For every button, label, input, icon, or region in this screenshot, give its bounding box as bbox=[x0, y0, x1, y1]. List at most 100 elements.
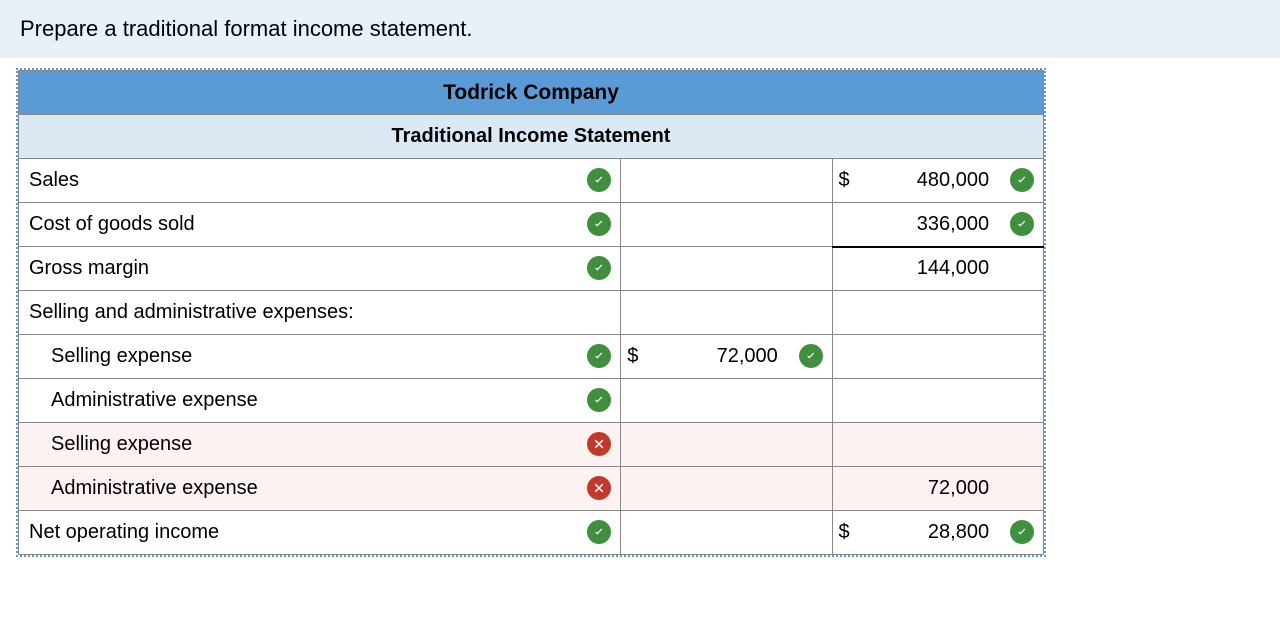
col2-dollar bbox=[832, 467, 864, 511]
row-label-status bbox=[579, 247, 621, 291]
col2-dollar bbox=[832, 379, 864, 423]
check-icon bbox=[587, 212, 611, 236]
col1-dollar bbox=[621, 203, 653, 247]
col2-dollar bbox=[832, 247, 864, 291]
row-label[interactable]: Selling expense bbox=[19, 423, 579, 467]
col1-status bbox=[790, 467, 832, 511]
table-row: Selling and administrative expenses: bbox=[19, 291, 1044, 335]
col2-value[interactable] bbox=[864, 379, 1001, 423]
col1-dollar bbox=[621, 467, 653, 511]
table-body: Sales$480,000Cost of goods sold336,000Gr… bbox=[19, 159, 1044, 555]
income-statement-table: Todrick Company Traditional Income State… bbox=[18, 70, 1044, 555]
check-icon bbox=[1010, 520, 1034, 544]
row-label-status bbox=[579, 379, 621, 423]
check-icon bbox=[587, 388, 611, 412]
col1-status bbox=[790, 335, 832, 379]
col2-value[interactable] bbox=[864, 335, 1001, 379]
col2-value[interactable] bbox=[864, 291, 1001, 335]
check-icon bbox=[587, 520, 611, 544]
row-label-status bbox=[579, 467, 621, 511]
col1-value[interactable] bbox=[652, 467, 789, 511]
row-label-status bbox=[579, 335, 621, 379]
row-label-status bbox=[579, 423, 621, 467]
instruction-banner: Prepare a traditional format income stat… bbox=[0, 0, 1280, 58]
row-label[interactable]: Gross margin bbox=[19, 247, 579, 291]
col2-status bbox=[1001, 291, 1043, 335]
row-label[interactable]: Selling and administrative expenses: bbox=[19, 291, 579, 335]
check-icon bbox=[1010, 212, 1034, 236]
col2-status bbox=[1001, 423, 1043, 467]
col1-dollar bbox=[621, 159, 653, 203]
col1-status bbox=[790, 511, 832, 555]
x-icon bbox=[587, 476, 611, 500]
col2-dollar bbox=[832, 335, 864, 379]
col1-status bbox=[790, 203, 832, 247]
col2-dollar bbox=[832, 423, 864, 467]
col1-value[interactable]: 72,000 bbox=[652, 335, 789, 379]
table-row: Administrative expense bbox=[19, 379, 1044, 423]
col1-status bbox=[790, 423, 832, 467]
table-row: Administrative expense 72,000 bbox=[19, 467, 1044, 511]
col1-dollar bbox=[621, 423, 653, 467]
col2-value[interactable]: 480,000 bbox=[864, 159, 1001, 203]
row-label-status bbox=[579, 203, 621, 247]
check-icon bbox=[587, 344, 611, 368]
col1-dollar bbox=[621, 291, 653, 335]
col2-dollar bbox=[832, 203, 864, 247]
row-label[interactable]: Sales bbox=[19, 159, 579, 203]
col2-value[interactable]: 72,000 bbox=[864, 467, 1001, 511]
col2-status bbox=[1001, 247, 1043, 291]
col1-status bbox=[790, 247, 832, 291]
col2-value[interactable]: 144,000 bbox=[864, 247, 1001, 291]
row-label[interactable]: Administrative expense bbox=[19, 379, 579, 423]
instruction-text: Prepare a traditional format income stat… bbox=[20, 16, 472, 41]
table-row: Sales $480,000 bbox=[19, 159, 1044, 203]
col2-value[interactable] bbox=[864, 423, 1001, 467]
row-label[interactable]: Net operating income bbox=[19, 511, 579, 555]
col1-value[interactable] bbox=[652, 423, 789, 467]
table-row: Selling expense $72,000 bbox=[19, 335, 1044, 379]
row-label-status bbox=[579, 511, 621, 555]
row-label[interactable]: Administrative expense bbox=[19, 467, 579, 511]
company-header: Todrick Company bbox=[19, 71, 1044, 115]
table-row: Net operating income $28,800 bbox=[19, 511, 1044, 555]
col2-status bbox=[1001, 467, 1043, 511]
col2-status bbox=[1001, 379, 1043, 423]
table-row: Gross margin 144,000 bbox=[19, 247, 1044, 291]
row-label-status bbox=[579, 291, 621, 335]
col1-dollar bbox=[621, 511, 653, 555]
col1-value[interactable] bbox=[652, 247, 789, 291]
col2-status bbox=[1001, 511, 1043, 555]
col1-value[interactable] bbox=[652, 203, 789, 247]
check-icon bbox=[587, 256, 611, 280]
x-icon bbox=[587, 432, 611, 456]
check-icon bbox=[1010, 168, 1034, 192]
income-statement-table-wrap: Todrick Company Traditional Income State… bbox=[16, 68, 1046, 557]
check-icon bbox=[587, 168, 611, 192]
col1-value[interactable] bbox=[652, 511, 789, 555]
statement-title: Traditional Income Statement bbox=[19, 115, 1044, 159]
col1-status bbox=[790, 159, 832, 203]
table-row: Selling expense bbox=[19, 423, 1044, 467]
col2-status bbox=[1001, 203, 1043, 247]
col2-value[interactable]: 28,800 bbox=[864, 511, 1001, 555]
col1-value[interactable] bbox=[652, 291, 789, 335]
col1-dollar: $ bbox=[621, 335, 653, 379]
col1-status bbox=[790, 379, 832, 423]
col1-value[interactable] bbox=[652, 379, 789, 423]
col2-status bbox=[1001, 159, 1043, 203]
check-icon bbox=[799, 344, 823, 368]
row-label-status bbox=[579, 159, 621, 203]
col2-dollar: $ bbox=[832, 159, 864, 203]
table-row: Cost of goods sold 336,000 bbox=[19, 203, 1044, 247]
col1-dollar bbox=[621, 379, 653, 423]
col2-status bbox=[1001, 335, 1043, 379]
col2-dollar bbox=[832, 291, 864, 335]
col1-status bbox=[790, 291, 832, 335]
row-label[interactable]: Cost of goods sold bbox=[19, 203, 579, 247]
col2-value[interactable]: 336,000 bbox=[864, 203, 1001, 247]
col2-dollar: $ bbox=[832, 511, 864, 555]
col1-value[interactable] bbox=[652, 159, 789, 203]
col1-dollar bbox=[621, 247, 653, 291]
row-label[interactable]: Selling expense bbox=[19, 335, 579, 379]
